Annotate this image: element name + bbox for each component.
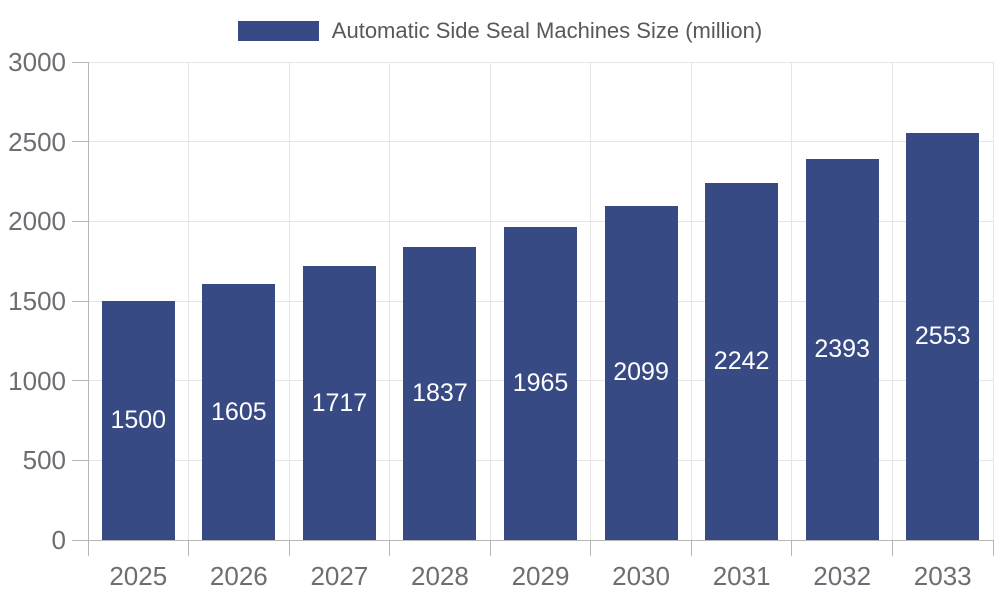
bar-value-label: 1965: [512, 368, 569, 397]
legend-swatch: [237, 21, 319, 41]
bar-value-label: 1500: [110, 406, 167, 434]
x-tick-label: 2031: [712, 561, 771, 591]
y-tick-label: 3000: [8, 47, 66, 77]
y-tick-mark: [72, 61, 88, 63]
y-tick-label: 500: [22, 445, 66, 476]
bar-value-label: 2242: [713, 346, 770, 375]
gridline-vertical: [188, 62, 190, 540]
y-tick-mark: [72, 300, 88, 302]
y-tick-label: 2500: [8, 126, 66, 157]
y-tick-label: 0: [51, 525, 66, 555]
bar-2030[interactable]: 2099: [604, 205, 678, 540]
gridline-vertical: [891, 62, 893, 540]
bar-2027[interactable]: 1717: [302, 266, 376, 540]
bar-2025[interactable]: 1500: [101, 301, 175, 540]
bar-2028[interactable]: 1837: [403, 247, 477, 540]
x-tick-mark: [791, 540, 793, 556]
y-tick-label: 1000: [8, 365, 66, 396]
bar-value-label: 2553: [914, 322, 971, 351]
bar-value-label: 2393: [814, 334, 870, 363]
gridline-horizontal: [88, 61, 993, 63]
y-tick-mark: [72, 539, 88, 541]
gridline-vertical: [590, 62, 592, 540]
gridline-vertical: [489, 62, 491, 540]
y-tick-mark: [72, 141, 88, 143]
x-tick-mark: [489, 540, 491, 556]
x-axis-line: [88, 539, 993, 541]
gridline-vertical: [288, 62, 290, 540]
bar-value-label: 2099: [613, 358, 669, 387]
gridline-horizontal: [88, 220, 993, 222]
x-tick-label: 2027: [310, 561, 369, 591]
y-tick-label: 1500: [8, 286, 66, 316]
y-tick-mark: [72, 220, 88, 222]
x-tick-mark: [690, 540, 692, 556]
chart-legend[interactable]: Automatic Side Seal Machines Size (milli…: [0, 18, 1000, 43]
bar-value-label: 1717: [311, 388, 368, 417]
x-tick-mark: [992, 540, 994, 556]
y-tick-mark: [72, 459, 88, 461]
x-tick-mark: [590, 540, 592, 556]
x-tick-mark: [891, 540, 893, 556]
x-tick-label: 2025: [109, 561, 168, 591]
x-tick-label: 2029: [511, 561, 570, 591]
x-tick-mark: [389, 540, 391, 556]
gridline-vertical: [690, 62, 692, 540]
gridline-vertical: [389, 62, 391, 540]
bar-2032[interactable]: 2393: [805, 158, 879, 540]
legend-label: Automatic Side Seal Machines Size (milli…: [331, 18, 763, 43]
gridline-horizontal: [88, 141, 993, 143]
bar-value-label: 1837: [412, 379, 468, 408]
x-tick-label: 2032: [813, 561, 872, 591]
bar-2031[interactable]: 2242: [705, 182, 779, 540]
bar-2029[interactable]: 1965: [504, 226, 577, 540]
x-tick-label: 2033: [913, 561, 972, 591]
bar-value-label: 1605: [211, 397, 267, 426]
bar-2033[interactable]: 2553: [906, 133, 980, 540]
bar-2026[interactable]: 1605: [202, 284, 276, 540]
y-tick-mark: [72, 380, 88, 382]
x-tick-label: 2028: [411, 561, 469, 591]
y-axis-line: [87, 62, 89, 556]
x-tick-mark: [188, 540, 190, 556]
x-tick-label: 2030: [612, 561, 670, 591]
x-tick-mark: [288, 540, 290, 556]
x-tick-label: 2026: [209, 561, 268, 591]
gridline-vertical: [992, 62, 994, 540]
gridline-vertical: [791, 62, 793, 540]
y-tick-label: 2000: [8, 206, 66, 237]
